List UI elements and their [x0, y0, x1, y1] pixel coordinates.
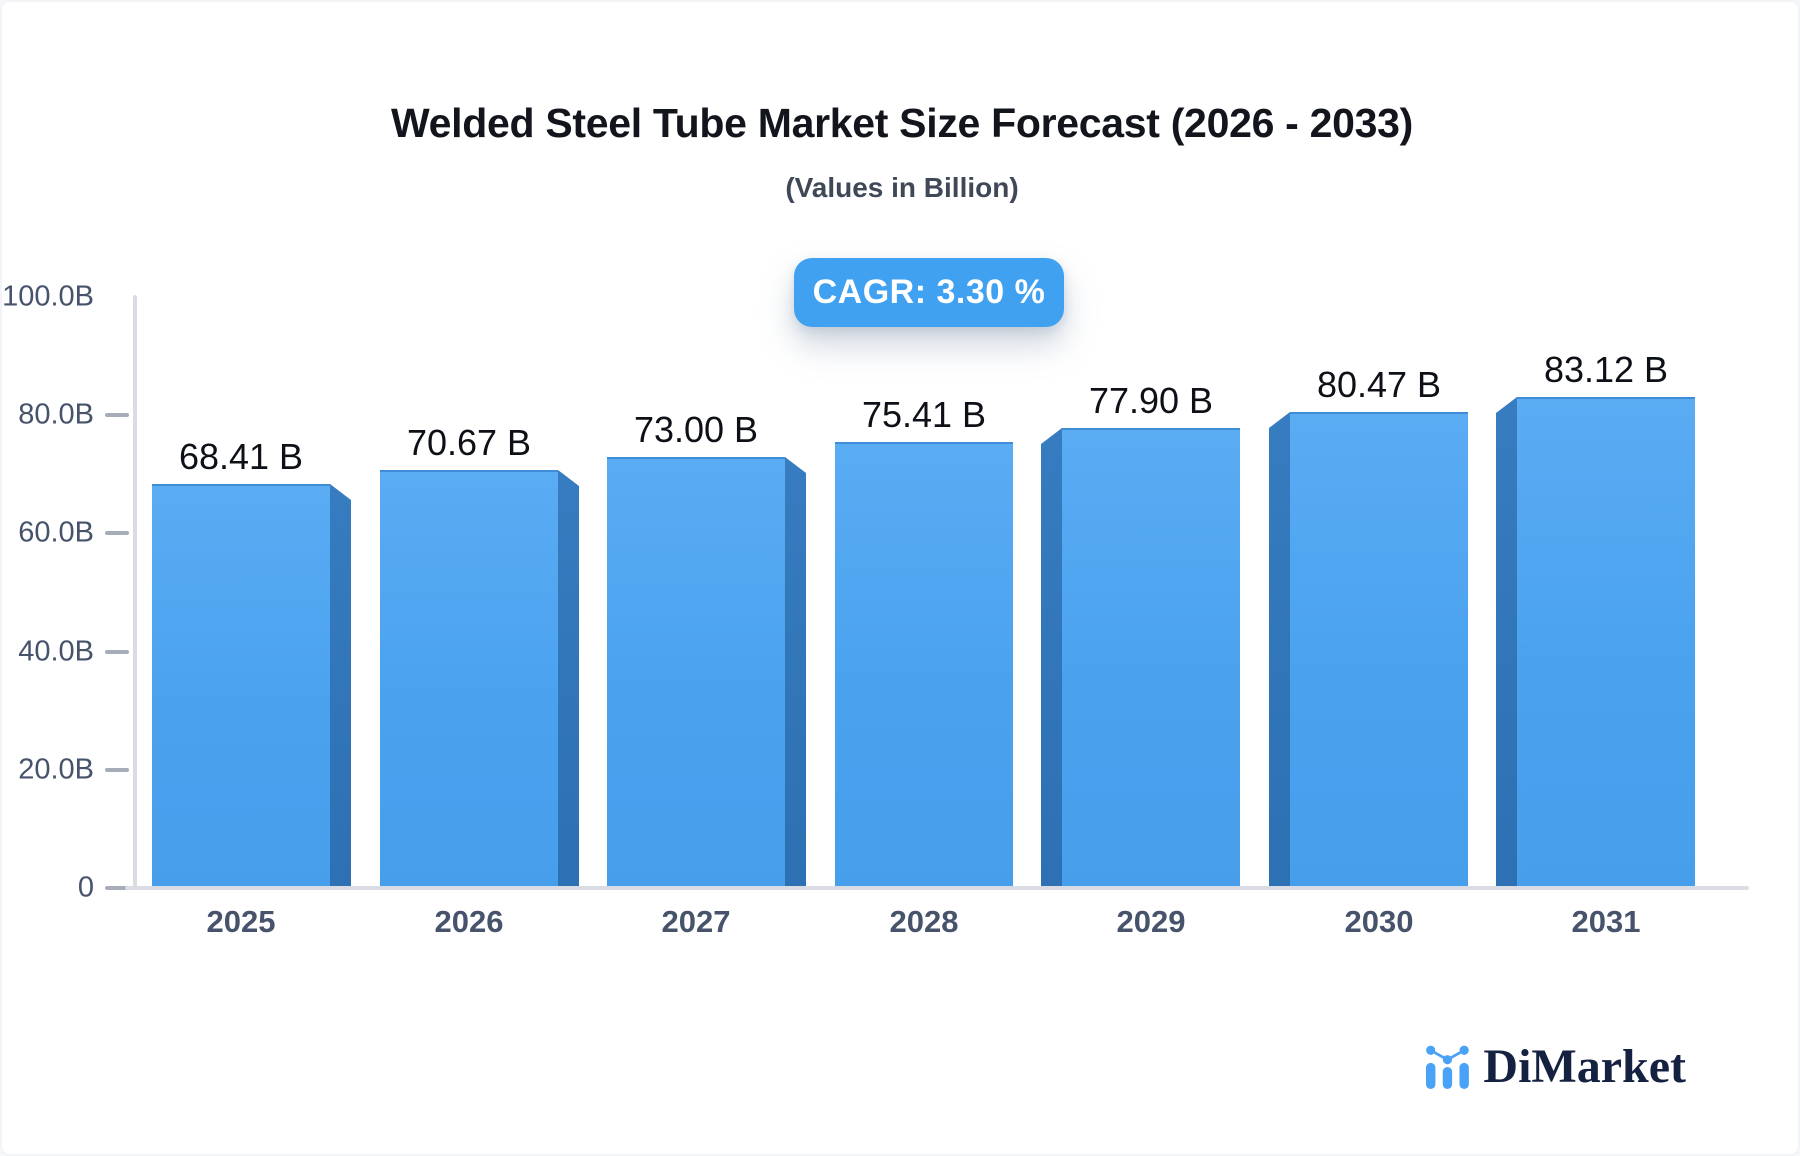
brand-logo: DiMarket	[1426, 1040, 1686, 1094]
chart-title: Welded Steel Tube Market Size Forecast (…	[391, 100, 1413, 146]
chart-subtitle: (Values in Billion)	[785, 172, 1019, 203]
bar-2031	[1517, 397, 1695, 888]
y-axis-tick	[105, 531, 129, 536]
bar-2030	[1290, 412, 1468, 888]
cagr-badge-label: CAGR: 3.30 %	[812, 273, 1046, 311]
bar-value-label: 70.67 B	[406, 422, 532, 463]
y-axis-line	[133, 295, 137, 890]
bar-side-face-2030	[1269, 412, 1290, 888]
bar-2026	[380, 470, 558, 888]
bar-2025	[152, 484, 330, 888]
bar-side-face-2025	[330, 484, 351, 888]
bar-2027	[607, 457, 785, 888]
cagr-badge: CAGR: 3.30 %	[794, 258, 1064, 327]
x-axis-label: 2028	[889, 904, 959, 939]
x-axis-label: 2029	[1116, 904, 1186, 939]
y-axis-tick	[105, 649, 129, 654]
bar-side-face-2026	[558, 470, 579, 888]
y-axis-tick	[105, 767, 129, 772]
y-axis-label: 40.0B	[18, 635, 94, 668]
bar-side-face-2029	[1041, 428, 1062, 888]
bar-value-label: 75.41 B	[861, 394, 987, 435]
y-axis-label: 80.0B	[18, 398, 94, 431]
y-axis-label: 20.0B	[18, 753, 94, 786]
y-axis-label: 100.0B	[2, 280, 94, 313]
bar-value-label: 83.12 B	[1543, 349, 1669, 390]
x-axis-label: 2031	[1571, 904, 1641, 939]
bar-value-label: 68.41 B	[178, 436, 304, 477]
bar-2028	[835, 442, 1013, 888]
x-axis-label: 2026	[434, 904, 504, 939]
bar-value-label: 73.00 B	[633, 409, 759, 450]
bar-2029	[1062, 428, 1240, 888]
bar-side-face-2027	[785, 457, 806, 888]
bar-value-label: 77.90 B	[1088, 380, 1214, 421]
y-axis-label: 0	[77, 871, 94, 904]
brand-name: DiMarket	[1483, 1040, 1686, 1093]
x-axis-label: 2025	[206, 904, 276, 939]
x-axis-label: 2027	[661, 904, 731, 939]
y-axis-label: 60.0B	[18, 516, 94, 549]
x-axis-line	[125, 886, 1749, 890]
bar-value-label: 80.47 B	[1316, 364, 1442, 405]
y-axis-tick	[105, 413, 129, 418]
y-axis-tick	[105, 886, 129, 890]
x-axis-label: 2030	[1344, 904, 1414, 939]
bar-side-face-2031	[1496, 397, 1517, 888]
bar-line-chart-icon	[1426, 1045, 1470, 1089]
